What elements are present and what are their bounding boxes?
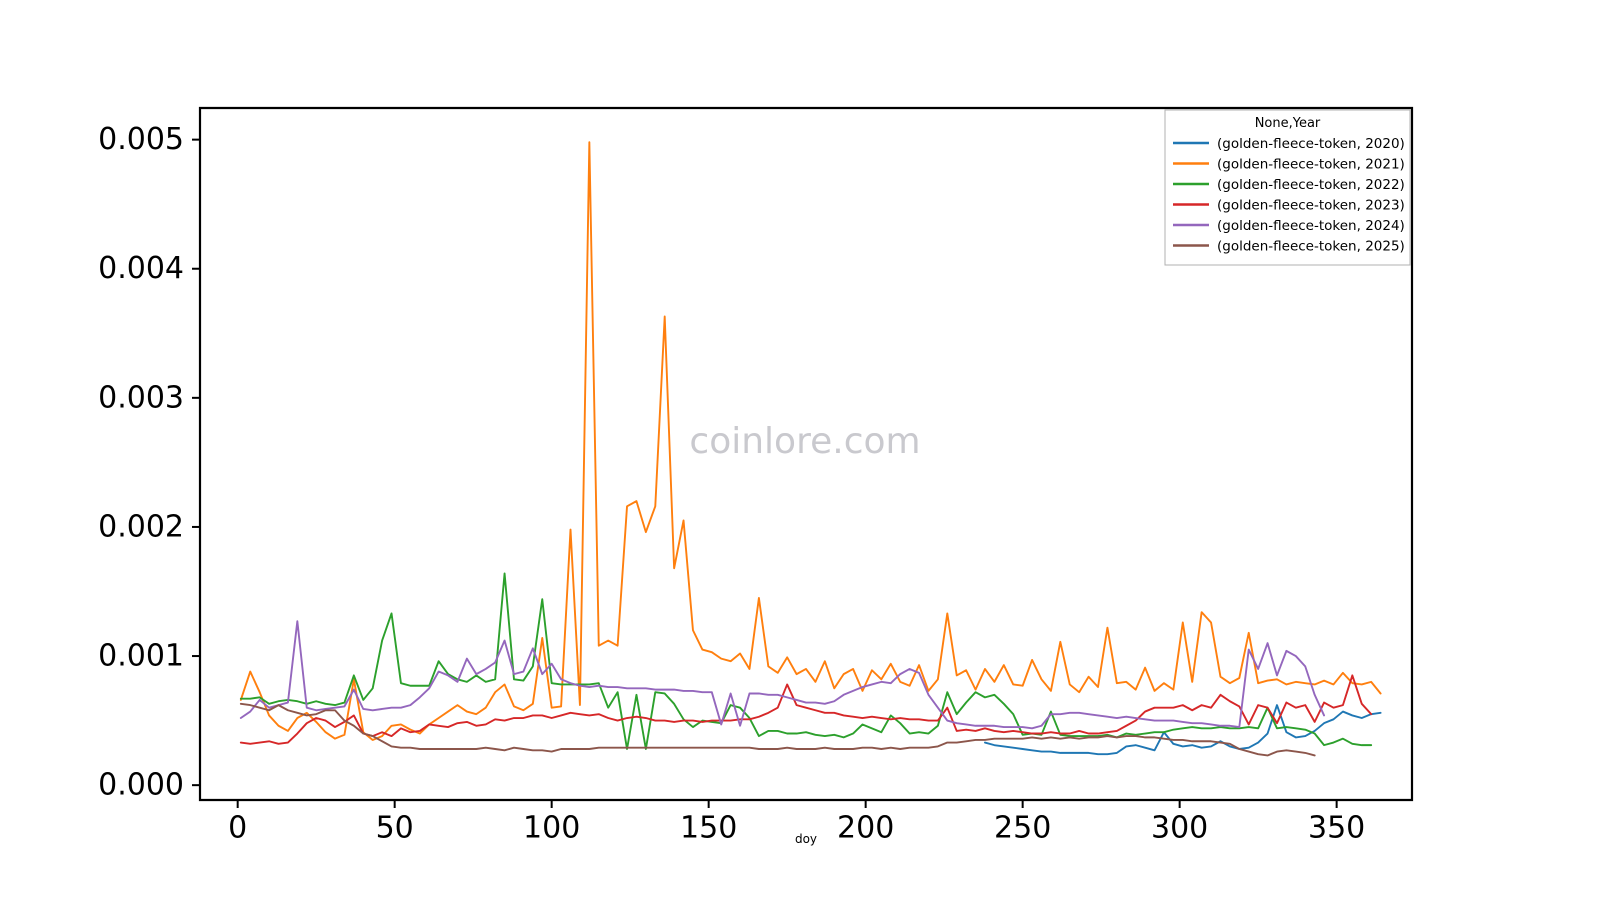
y-tick-label: 0.004 <box>98 251 184 286</box>
series-line-3 <box>239 572 1373 750</box>
series-line-5 <box>239 620 1326 730</box>
legend-box <box>1164 109 1411 266</box>
series-line-1 <box>984 704 1382 756</box>
legend-label-3[interactable]: (golden-fleece-token, 2022) <box>1217 177 1405 193</box>
x-tick-label: 150 <box>680 811 737 846</box>
x-tick-label: 300 <box>1151 811 1208 846</box>
axes-spines <box>198 106 1414 802</box>
series-line-4 <box>239 674 1373 745</box>
legend-label-2[interactable]: (golden-fleece-token, 2021) <box>1217 157 1405 173</box>
series-line-6 <box>239 702 1316 757</box>
x-tick-label: 100 <box>523 811 580 846</box>
x-tick-label: 200 <box>837 811 894 846</box>
x-tick-label: 250 <box>994 811 1051 846</box>
legend-label-6[interactable]: (golden-fleece-token, 2025) <box>1217 239 1405 255</box>
chart-legend[interactable]: None,Year (golden-fleece-token, 2020) (gol… <box>1164 109 1411 266</box>
y-tick-label: 0.003 <box>98 380 184 415</box>
axis-ticks: 0.000 0.001 0.002 0.003 0.004 0.005 0 50 100 150 2… <box>98 122 1365 845</box>
y-tick-label: 0.000 <box>98 768 184 803</box>
legend-label-4[interactable]: (golden-fleece-token, 2023) <box>1217 198 1405 214</box>
legend-label-1[interactable]: (golden-fleece-token, 2020) <box>1217 136 1405 152</box>
x-tick-label: 0 <box>228 811 247 846</box>
x-axis-label: doy <box>795 832 817 846</box>
y-tick-label: 0.005 <box>98 122 184 157</box>
y-tick-label: 0.002 <box>98 509 184 544</box>
x-tick-label: 350 <box>1308 811 1365 846</box>
legend-label-5[interactable]: (golden-fleece-token, 2024) <box>1217 218 1405 234</box>
y-tick-label: 0.001 <box>98 639 184 674</box>
series-group <box>239 141 1382 757</box>
x-tick-label: 50 <box>376 811 414 846</box>
series-line-2 <box>239 141 1382 741</box>
legend-title: None,Year <box>1255 116 1321 131</box>
watermark-label: coinlore.com <box>689 421 920 462</box>
